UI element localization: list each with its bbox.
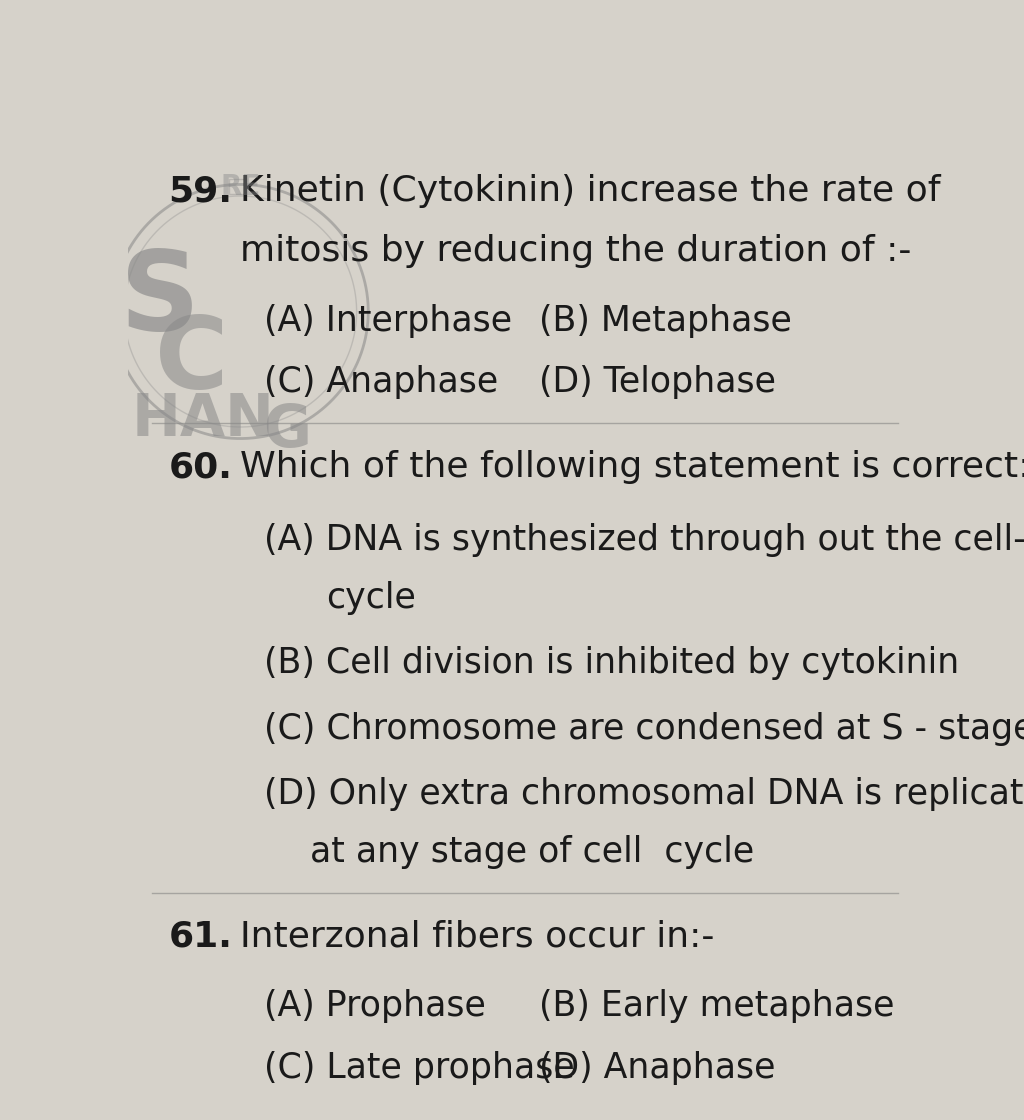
- Text: G: G: [263, 402, 311, 459]
- Text: (D) Only extra chromosomal DNA is replicated: (D) Only extra chromosomal DNA is replic…: [263, 777, 1024, 811]
- Text: (C) Chromosome are condensed at S - stage: (C) Chromosome are condensed at S - stag…: [263, 712, 1024, 746]
- Text: Which of the following statement is correct:-: Which of the following statement is corr…: [241, 450, 1024, 484]
- Text: (A) Prophase: (A) Prophase: [263, 989, 485, 1023]
- Text: (C) Late prophase: (C) Late prophase: [263, 1051, 574, 1084]
- Text: (B) Metaphase: (B) Metaphase: [539, 304, 792, 338]
- Text: (A) Interphase: (A) Interphase: [263, 304, 512, 338]
- Text: C: C: [155, 314, 228, 410]
- Text: RE: RE: [220, 172, 260, 200]
- Text: HAN: HAN: [132, 391, 274, 448]
- Text: (D) Anaphase: (D) Anaphase: [539, 1051, 775, 1084]
- Text: (D) Telophase: (D) Telophase: [539, 365, 776, 400]
- Text: Kinetin (Cytokinin) increase the rate of: Kinetin (Cytokinin) increase the rate of: [241, 175, 941, 208]
- Text: (B) Cell division is inhibited by cytokinin: (B) Cell division is inhibited by cytoki…: [263, 646, 958, 681]
- Text: (C) Anaphase: (C) Anaphase: [263, 365, 498, 400]
- Bar: [228, 179, 246, 195]
- Text: (B) Early metaphase: (B) Early metaphase: [539, 989, 894, 1023]
- Text: 60.: 60.: [168, 450, 232, 484]
- Text: (A) DNA is synthesized through out the cell-: (A) DNA is synthesized through out the c…: [263, 523, 1024, 558]
- Text: 61.: 61.: [168, 920, 232, 954]
- Text: S: S: [120, 246, 201, 354]
- Text: mitosis by reducing the duration of :-: mitosis by reducing the duration of :-: [241, 234, 911, 269]
- Text: 59.: 59.: [168, 175, 232, 208]
- Text: cycle: cycle: [326, 581, 416, 615]
- Text: Interzonal fibers occur in:-: Interzonal fibers occur in:-: [241, 920, 715, 954]
- Text: at any stage of cell  cycle: at any stage of cell cycle: [310, 836, 755, 869]
